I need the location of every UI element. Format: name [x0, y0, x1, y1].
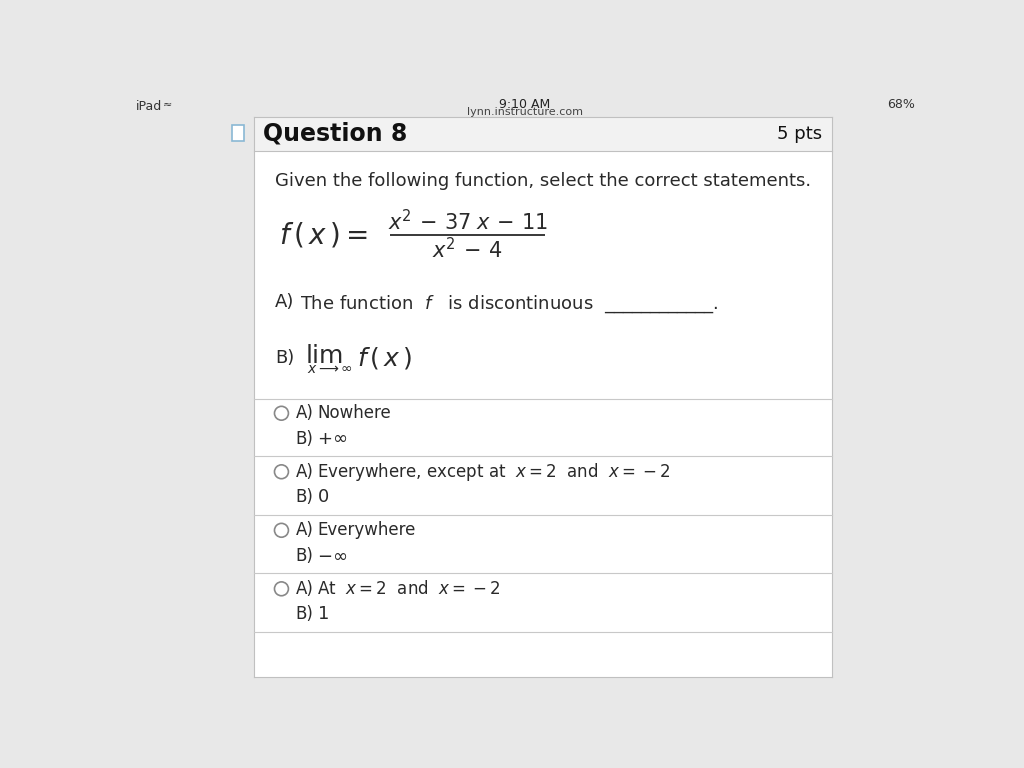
Bar	[254, 151, 831, 677]
Text: $-\infty$: $-\infty$	[317, 547, 347, 564]
Text: A): A)	[295, 521, 313, 539]
Bar	[254, 117, 831, 151]
Circle shape	[274, 406, 289, 420]
Text: $f\,(\,x\,)$: $f\,(\,x\,)$	[357, 345, 413, 371]
Text: Nowhere: Nowhere	[317, 404, 391, 422]
Text: $\lim$: $\lim$	[305, 345, 343, 368]
Text: lynn.instructure.com: lynn.instructure.com	[467, 107, 583, 117]
Text: Question 8: Question 8	[263, 122, 408, 146]
Text: Everywhere: Everywhere	[317, 521, 416, 539]
Text: $x^2\,-\,37\;x\,-\,11$: $x^2\,-\,37\;x\,-\,11$	[387, 209, 548, 234]
Text: $x \longrightarrow \infty$: $x \longrightarrow \infty$	[307, 362, 353, 376]
Circle shape	[274, 465, 289, 478]
Text: iPad: iPad	[136, 100, 162, 113]
Text: $x^2\,-\,4$: $x^2\,-\,4$	[432, 237, 503, 262]
Text: A): A)	[295, 404, 313, 422]
Circle shape	[274, 523, 289, 538]
Text: 9:10 AM: 9:10 AM	[499, 98, 551, 111]
Text: Everywhere, except at  $x = 2$  and  $x = -2$: Everywhere, except at $x = 2$ and $x = -…	[317, 461, 671, 483]
Text: A): A)	[295, 463, 313, 481]
Text: Given the following function, select the correct statements.: Given the following function, select the…	[275, 172, 811, 190]
Text: ≈: ≈	[163, 100, 172, 110]
Text: At  $x = 2$  and  $x = -2$: At $x = 2$ and $x = -2$	[317, 580, 501, 598]
Text: 5 pts: 5 pts	[777, 124, 822, 143]
Text: 68%: 68%	[887, 98, 914, 111]
Text: $f\,(\,x\,) =$: $f\,(\,x\,) =$	[280, 221, 369, 250]
Text: $+\infty$: $+\infty$	[317, 429, 347, 448]
Text: B): B)	[295, 547, 313, 564]
Bar	[231, 124, 245, 141]
Text: The function  $\mathit{f}$   is discontinuous  ____________.: The function $\mathit{f}$ is discontinuo…	[300, 293, 718, 315]
Text: B): B)	[275, 349, 295, 367]
Circle shape	[274, 582, 289, 596]
Text: $0$: $0$	[317, 488, 329, 506]
Text: B): B)	[295, 488, 313, 506]
Text: B): B)	[295, 605, 313, 623]
Text: A): A)	[275, 293, 295, 311]
Text: A): A)	[295, 580, 313, 598]
Text: $1$: $1$	[317, 605, 329, 623]
Text: B): B)	[295, 429, 313, 448]
